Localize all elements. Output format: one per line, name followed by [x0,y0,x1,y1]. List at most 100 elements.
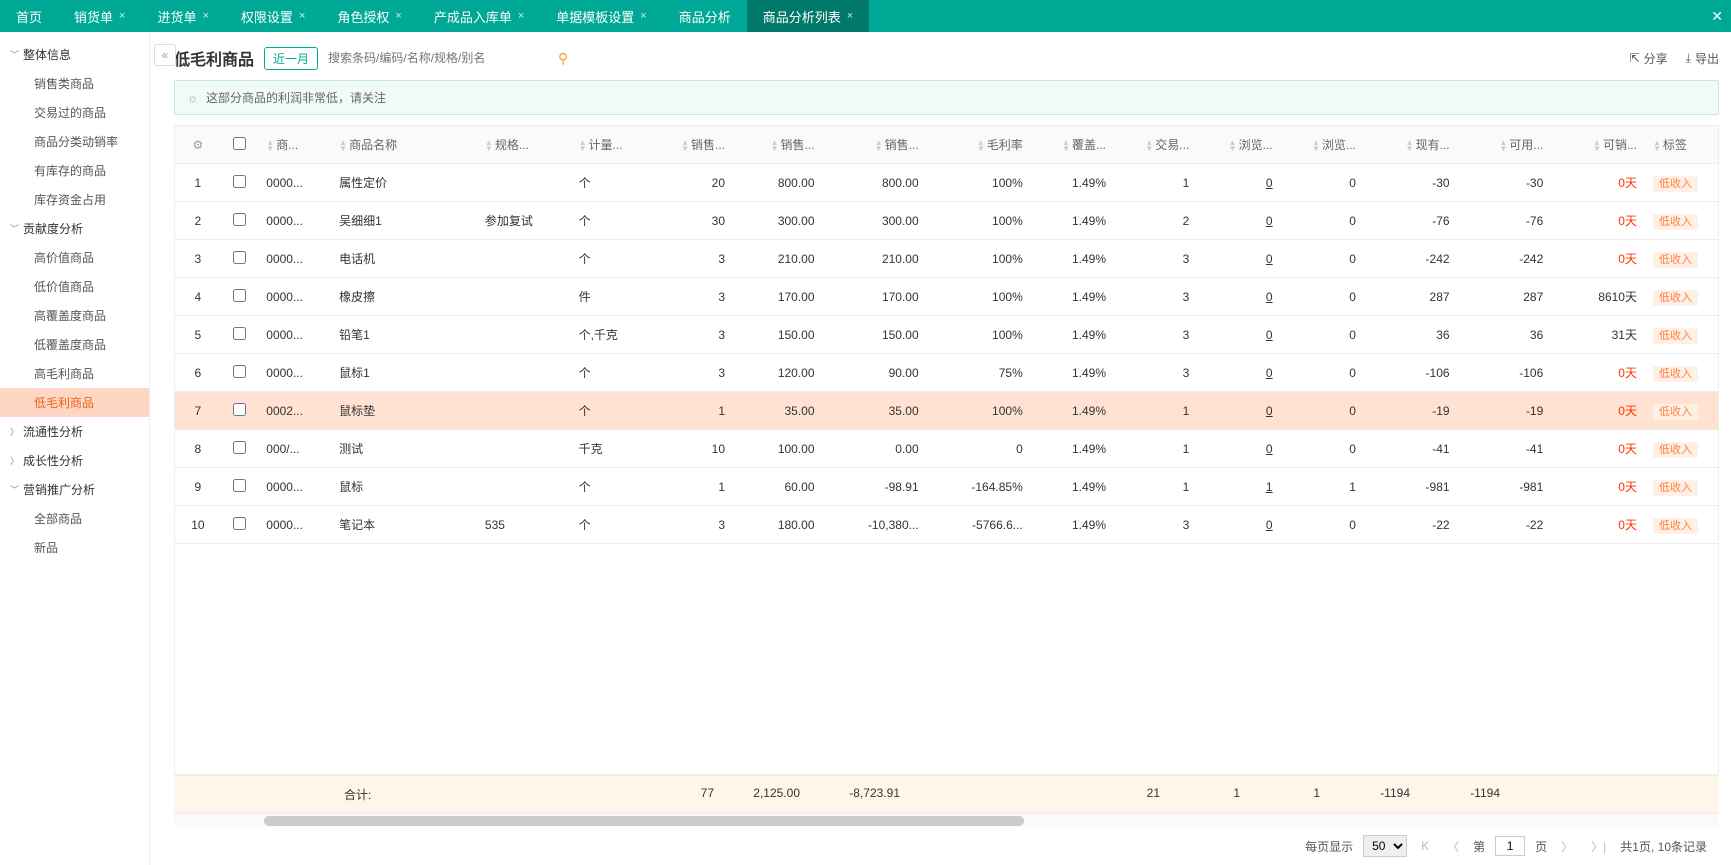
top-tab[interactable]: 商品分析列表× [747,0,869,32]
pager-first-icon[interactable]: K [1417,839,1433,853]
column-header[interactable]: ▲▼标签 [1645,126,1718,164]
cell-qty: 30 [654,202,733,240]
sidebar-item[interactable]: 高毛利商品 [0,359,149,388]
top-tab[interactable]: 销货单× [58,0,141,32]
column-header[interactable]: ▲▼销售... [654,126,733,164]
sidebar-item[interactable]: 低价值商品 [0,272,149,301]
row-checkbox[interactable] [233,327,246,340]
table-row[interactable]: 90000...鼠标个160.00-98.91-164.85%1.49%111-… [175,468,1718,506]
column-header[interactable]: ▲▼规格... [477,126,571,164]
table-row[interactable]: 30000...电话机个3210.00210.00100%1.49%300-24… [175,240,1718,278]
table-row[interactable]: 20000...吴细细1参加复试个30300.00300.00100%1.49%… [175,202,1718,240]
sidebar-item[interactable]: 有库存的商品 [0,156,149,185]
totals-cell: -8,723.91 [808,786,908,803]
column-header[interactable]: ▲▼计量... [571,126,654,164]
column-header[interactable]: ▲▼商... [258,126,331,164]
sidebar-item[interactable]: 低覆盖度商品 [0,330,149,359]
cell-view1: 0 [1197,430,1280,468]
pager-last-icon[interactable]: 〉| [1587,838,1610,855]
column-header[interactable]: ⚙ [175,126,221,164]
row-check [221,506,258,544]
cell-unit: 个 [571,506,654,544]
table-row[interactable]: 100000...笔记本535个3180.00-10,380...-5766.6… [175,506,1718,544]
search-input[interactable] [328,51,548,65]
sidebar-item[interactable]: 交易过的商品 [0,98,149,127]
column-header[interactable]: ▲▼毛利率 [927,126,1031,164]
cell-rate: 100% [927,202,1031,240]
table-row[interactable]: 10000...属性定价个20800.00800.00100%1.49%100-… [175,164,1718,202]
row-checkbox[interactable] [233,441,246,454]
row-check [221,278,258,316]
column-header[interactable]: ▲▼可用... [1458,126,1552,164]
table-row[interactable]: 8000/...测试千克10100.000.0001.49%100-41-410… [175,430,1718,468]
table-row[interactable]: 50000...铅笔1个,千克3150.00150.00100%1.49%300… [175,316,1718,354]
row-checkbox[interactable] [233,365,246,378]
top-tab[interactable]: 权限设置× [225,0,321,32]
row-checkbox[interactable] [233,403,246,416]
column-header[interactable]: ▲▼浏览... [1197,126,1280,164]
tab-label: 角色授权 [337,7,389,26]
sidebar-collapse-button[interactable]: « [154,44,176,66]
sidebar-item[interactable]: 销售类商品 [0,69,149,98]
sidebar-item[interactable]: 新品 [0,533,149,562]
tab-close-icon[interactable]: × [119,10,125,22]
top-tab[interactable]: 进货单× [141,0,224,32]
page-input[interactable] [1495,836,1525,856]
search-icon[interactable]: ⚲ [558,50,568,67]
sidebar-group-header[interactable]: ﹀营销推广分析 [0,475,149,504]
table-row[interactable]: 70002...鼠标垫个135.0035.00100%1.49%100-19-1… [175,392,1718,430]
sidebar-item[interactable]: 高价值商品 [0,243,149,272]
column-header[interactable]: ▲▼销售... [823,126,927,164]
tab-close-icon[interactable]: × [202,10,208,22]
data-table-wrap[interactable]: ⚙▲▼商...▲▼商品名称▲▼规格...▲▼计量...▲▼销售...▲▼销售..… [174,125,1719,775]
pager-prev-icon[interactable]: 〈 [1443,838,1463,855]
column-header[interactable]: ▲▼交易... [1114,126,1197,164]
column-header[interactable]: ▲▼商品名称 [331,126,477,164]
scrollbar-thumb[interactable] [264,816,1024,826]
close-all-icon[interactable]: ✕ [1711,0,1723,32]
top-tab[interactable]: 单据模板设置× [540,0,662,32]
row-checkbox[interactable] [233,289,246,302]
cell-amount1: 170.00 [733,278,823,316]
period-tag[interactable]: 近一月 [264,47,318,70]
pager-next-icon[interactable]: 〉 [1557,838,1577,855]
tab-label: 首页 [16,7,42,26]
sidebar-item[interactable]: 高覆盖度商品 [0,301,149,330]
sidebar-group-header[interactable]: ﹀贡献度分析 [0,214,149,243]
tab-close-icon[interactable]: × [395,10,401,22]
horizontal-scrollbar[interactable] [174,813,1719,827]
sidebar-item[interactable]: 库存资金占用 [0,185,149,214]
top-tab[interactable]: 首页 [0,0,58,32]
top-tab[interactable]: 产成品入库单× [418,0,540,32]
sidebar-item[interactable]: 全部商品 [0,504,149,533]
column-header[interactable]: ▲▼现有... [1364,126,1458,164]
row-checkbox[interactable] [233,175,246,188]
sidebar-group-header[interactable]: 〉成长性分析 [0,446,149,475]
table-row[interactable]: 40000...橡皮擦件3170.00170.00100%1.49%300287… [175,278,1718,316]
sidebar-item[interactable]: 低毛利商品 [0,388,149,417]
tab-close-icon[interactable]: × [847,10,853,22]
tab-close-icon[interactable]: × [640,10,646,22]
sidebar-group-header[interactable]: 〉流通性分析 [0,417,149,446]
row-checkbox[interactable] [233,213,246,226]
tab-close-icon[interactable]: × [299,10,305,22]
sidebar-item[interactable]: 商品分类动销率 [0,127,149,156]
column-header[interactable] [221,126,258,164]
top-tab[interactable]: 角色授权 × [321,0,417,32]
table-row[interactable]: 60000...鼠标1个3120.0090.0075%1.49%300-106-… [175,354,1718,392]
column-header[interactable]: ▲▼可销... [1551,126,1645,164]
column-header[interactable]: ▲▼销售... [733,126,823,164]
column-header[interactable]: ▲▼浏览... [1281,126,1364,164]
row-checkbox[interactable] [233,517,246,530]
column-header[interactable]: ▲▼覆盖... [1031,126,1114,164]
gear-icon[interactable]: ⚙ [193,138,204,152]
row-checkbox[interactable] [233,251,246,264]
tab-close-icon[interactable]: × [518,10,524,22]
select-all-checkbox[interactable] [233,137,246,150]
export-button[interactable]: ⤓导出 [1686,50,1719,67]
per-page-select[interactable]: 50 [1363,835,1407,857]
share-button[interactable]: ⇱分享 [1630,50,1668,67]
row-checkbox[interactable] [233,479,246,492]
top-tab[interactable]: 商品分析 [663,0,747,32]
sidebar-group-header[interactable]: ﹀整体信息 [0,40,149,69]
